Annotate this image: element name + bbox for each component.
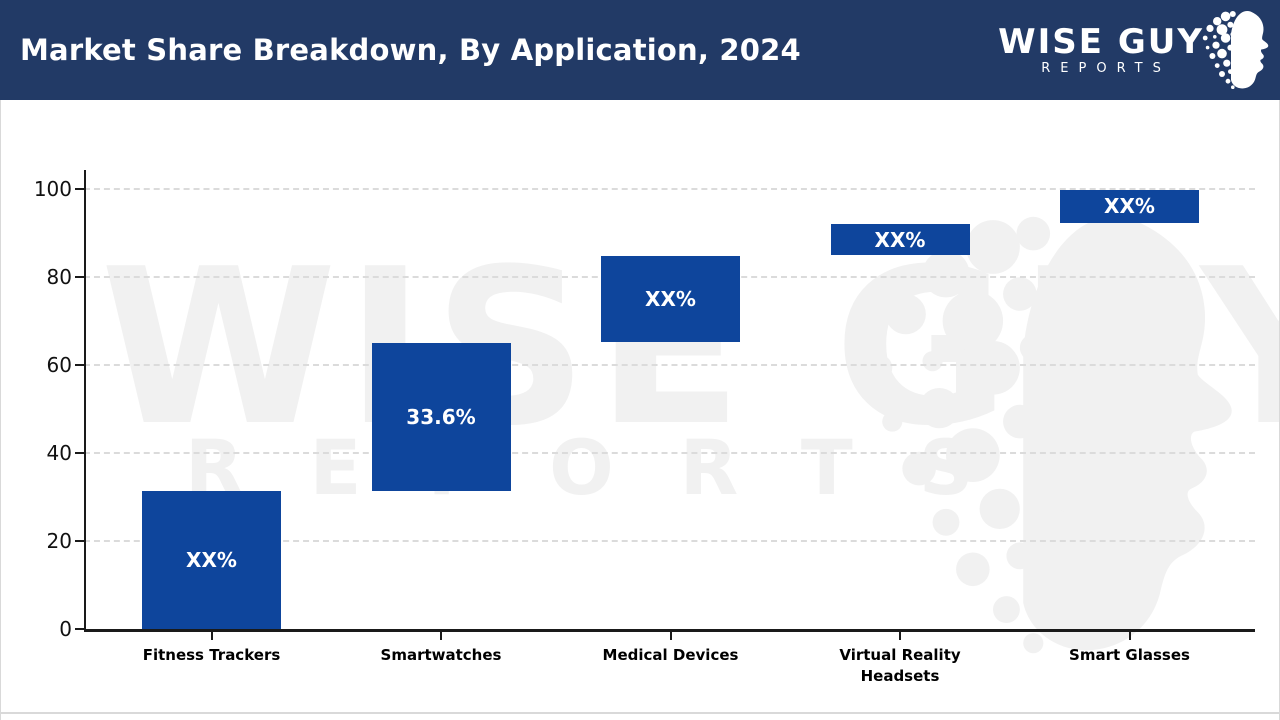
bar-medical-devices: XX% (601, 255, 740, 343)
bar-value-label: XX% (645, 286, 696, 311)
x-tick-label-smart-glasses: Smart Glasses (1069, 646, 1190, 664)
logo-wordmark: WISE GUY (998, 22, 1204, 62)
gridline-60 (84, 364, 1255, 366)
y-tickmark-100 (75, 188, 84, 190)
header-bar: Market Share Breakdown, By Application, … (0, 0, 1280, 100)
y-tick-label-0: 0 (59, 617, 72, 641)
chart-area: WISE GUY REPORTS 0 20 40 60 80 100 XX% Fitness … (0, 100, 1280, 720)
plot: 0 20 40 60 80 100 XX% Fitness Trackers 33.6% Smar… (0, 100, 1280, 720)
y-tick-label-60: 60 (46, 353, 72, 377)
y-tickmark-0 (75, 628, 84, 630)
y-tickmark-40 (75, 452, 84, 454)
y-axis (84, 170, 86, 632)
x-tickmark-fitness-trackers (210, 632, 213, 640)
x-tick-label-medical-devices: Medical Devices (602, 646, 739, 664)
bar-virtual-reality-headsets: XX% (830, 224, 970, 255)
gridline-20 (84, 540, 1255, 542)
bar-value-label: XX% (186, 547, 237, 572)
gridline-100 (84, 188, 1255, 190)
y-tick-label-40: 40 (46, 441, 72, 465)
bar-value-label: 33.6% (406, 404, 476, 429)
x-tick-label-fitness-trackers: Fitness Trackers (142, 646, 281, 664)
wiseguy-logo: WISE GUY REPORTS (998, 8, 1270, 92)
bar-value-label: XX% (1104, 194, 1155, 219)
frame-border-bottom (0, 712, 1280, 714)
x-tickmark-virtual-reality-headsets (899, 632, 901, 640)
x-axis (84, 629, 1255, 632)
y-tickmark-80 (75, 276, 84, 278)
bar-smartwatches: 33.6% (371, 343, 511, 491)
x-tick-label-virtual-reality-headsets: Virtual Reality Headsets (839, 646, 961, 685)
bar-value-label: XX% (874, 227, 926, 252)
frame-border-left (0, 100, 1, 720)
page-title: Market Share Breakdown, By Application, … (20, 33, 801, 67)
logo-face-icon (1202, 10, 1269, 89)
bar-fitness-trackers: XX% (142, 490, 281, 629)
x-tickmark-smart-glasses (1128, 632, 1131, 640)
y-tick-label-20: 20 (46, 529, 72, 553)
x-tick-label-smartwatches: Smartwatches (380, 646, 502, 664)
y-tick-label-100: 100 (33, 177, 72, 201)
bar-smart-glasses: XX% (1060, 189, 1199, 223)
gridline-40 (84, 452, 1255, 454)
logo-text: WISE GUY REPORTS (998, 25, 1204, 75)
logo-subtitle: REPORTS (1041, 61, 1171, 76)
x-tickmark-smartwatches (440, 632, 442, 640)
y-tickmark-60 (75, 364, 84, 366)
y-tickmark-20 (75, 540, 84, 542)
y-tick-label-80: 80 (46, 265, 72, 289)
x-tickmark-medical-devices (669, 632, 672, 640)
